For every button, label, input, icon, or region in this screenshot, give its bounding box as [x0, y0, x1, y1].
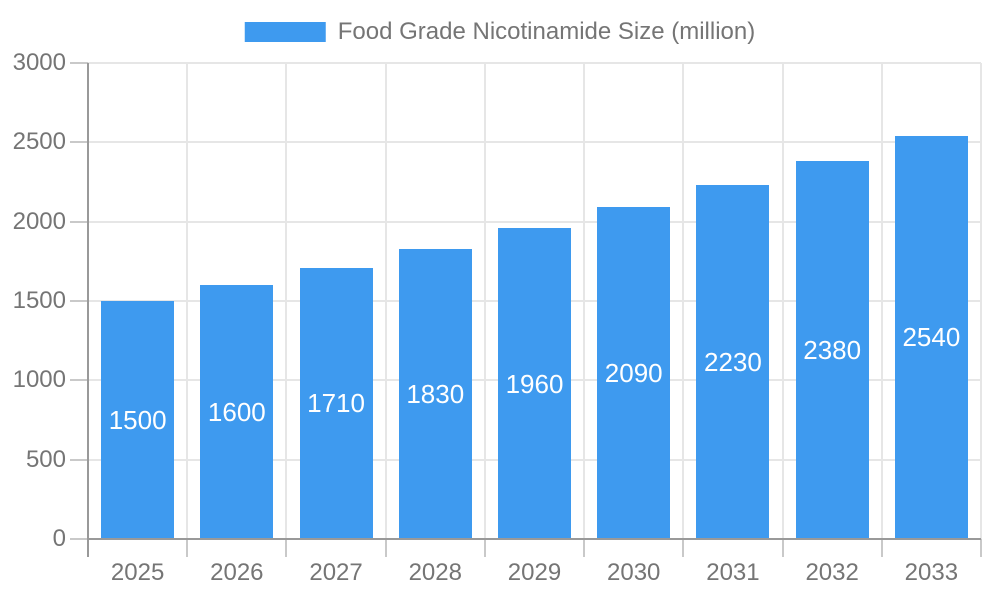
gridline-vertical [583, 63, 586, 539]
y-tick-label: 1000 [12, 366, 66, 394]
legend-label: Food Grade Nicotinamide Size (million) [337, 18, 756, 45]
y-tick-label: 1500 [12, 287, 66, 314]
x-axis-line [87, 538, 981, 540]
y-axis-tick [70, 458, 88, 461]
legend-swatch [244, 22, 326, 42]
x-tick-label: 2029 [507, 559, 562, 586]
gridline-horizontal [88, 220, 981, 223]
x-tick-label: 2025 [110, 559, 165, 586]
x-tick-label: 2026 [210, 559, 264, 586]
y-tick-label: 2500 [12, 128, 66, 156]
bar [498, 228, 571, 539]
bar-value-label: 1500 [108, 405, 167, 435]
x-tick-label: 2032 [805, 559, 859, 586]
y-axis-tick [70, 220, 88, 223]
x-axis-tick [285, 539, 288, 557]
bar [795, 161, 869, 539]
gridline-vertical [980, 63, 982, 539]
bar [894, 135, 968, 539]
x-axis-tick [384, 539, 387, 557]
x-tick-label: 2031 [706, 559, 760, 586]
bar [299, 267, 373, 539]
gridline-vertical [384, 63, 387, 539]
gridline-vertical [880, 63, 883, 539]
gridline-vertical [682, 63, 685, 539]
x-tick-label: 2033 [904, 559, 959, 586]
bar-value-label: 2380 [803, 335, 862, 366]
x-axis-tick [186, 539, 189, 557]
bar [597, 207, 671, 539]
y-axis-tick [70, 538, 88, 540]
bar-value-label: 1960 [505, 368, 564, 399]
bar-value-label: 2090 [604, 358, 663, 389]
x-axis-tick [583, 539, 586, 557]
gridline-horizontal [88, 62, 981, 64]
bar-value-label: 1830 [406, 378, 465, 409]
bar [101, 301, 175, 539]
bar [398, 248, 472, 539]
y-tick-label: 2000 [12, 207, 66, 235]
y-axis-line [87, 63, 89, 557]
bar-value-label: 1600 [207, 397, 266, 428]
bar-value-label: 1710 [307, 388, 365, 419]
x-axis-tick [483, 539, 486, 557]
x-tick-label: 2028 [408, 559, 462, 586]
bar [696, 185, 770, 539]
x-tick-label: 2030 [607, 559, 661, 586]
x-axis-tick [682, 539, 685, 557]
x-axis-tick [880, 539, 883, 557]
gridline-vertical [285, 63, 288, 539]
x-tick-label: 2027 [309, 559, 363, 586]
y-tick-label: 500 [25, 445, 66, 473]
y-axis-tick [70, 379, 88, 382]
gridline-vertical [781, 63, 784, 539]
bar-value-label: 2540 [902, 322, 961, 353]
x-axis-tick [781, 539, 784, 557]
y-axis-tick [70, 62, 88, 64]
gridline-vertical [483, 63, 486, 539]
y-tick-label: 3000 [12, 49, 66, 76]
gridline-vertical [186, 63, 189, 539]
bar-value-label: 2230 [704, 347, 762, 378]
x-axis-tick [980, 539, 982, 557]
bar [200, 285, 274, 539]
y-axis-tick [70, 141, 88, 144]
y-tick-label: 0 [52, 525, 66, 552]
legend-item[interactable]: Food Grade Nicotinamide Size (million) [244, 17, 756, 47]
y-axis-tick [70, 300, 88, 302]
gridline-horizontal [88, 141, 981, 144]
